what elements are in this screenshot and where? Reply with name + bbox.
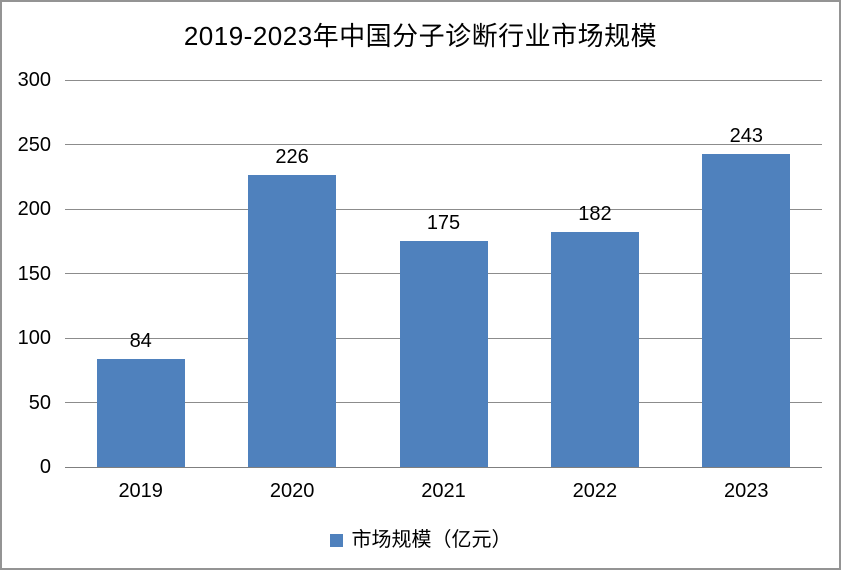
legend-swatch-icon	[329, 533, 343, 547]
y-tick-label: 100	[17, 327, 51, 349]
bar-value-label: 84	[129, 330, 152, 352]
x-axis-line	[65, 466, 822, 468]
chart-title: 2019-2023年中国分子诊断行业市场规模	[183, 21, 658, 51]
legend-label: 市场规模（亿元）	[351, 529, 512, 551]
gridline	[65, 79, 822, 81]
gridline	[65, 144, 822, 145]
y-tick-label: 150	[17, 262, 51, 285]
y-tick-label: 0	[39, 456, 51, 478]
bar-value-label: 226	[275, 146, 309, 168]
plot-area: 0 50 100 150 200 250 300 84 2019 226 2020 175 2021 18…	[18, 70, 822, 501]
bar-2019	[96, 359, 185, 467]
y-tick-label: 300	[17, 69, 51, 91]
bar-value-label: 243	[729, 125, 763, 147]
y-tick-label: 50	[28, 391, 51, 414]
x-tick-label: 2021	[421, 480, 466, 502]
gridline	[65, 208, 822, 210]
bar-value-label: 182	[578, 203, 612, 225]
x-tick-label: 2022	[572, 480, 618, 502]
x-tick-label: 2020	[269, 480, 315, 502]
x-tick-label: 2023	[724, 480, 769, 502]
y-tick-label: 200	[17, 198, 51, 220]
bar-2023	[702, 154, 791, 467]
y-tick-label: 250	[17, 133, 51, 156]
legend: 市场规模（亿元）	[2, 530, 839, 550]
x-tick-label: 2019	[118, 480, 163, 502]
bar-value-label: 175	[426, 212, 461, 234]
bar-2020	[248, 175, 337, 467]
bar-2021	[399, 241, 488, 467]
bar-2022	[550, 232, 639, 467]
